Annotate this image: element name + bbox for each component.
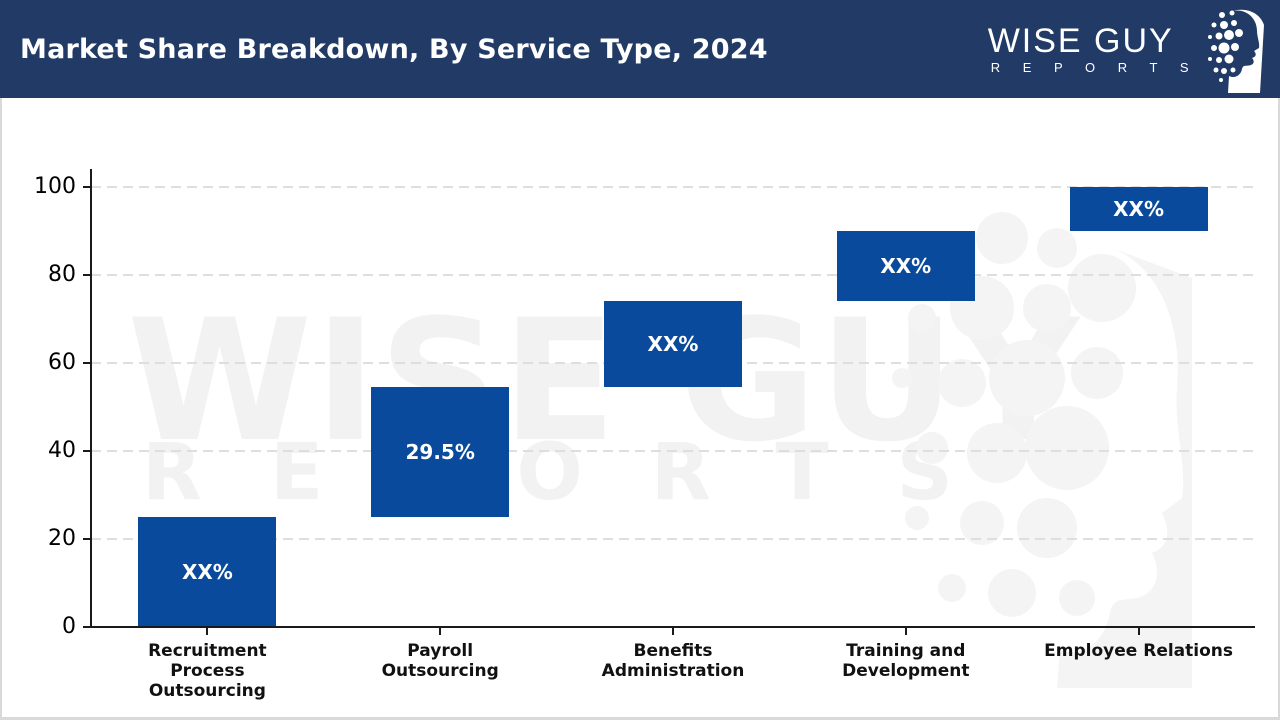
x-tick-3 — [672, 627, 674, 635]
y-tick-label-60: 60 — [48, 350, 76, 375]
y-tick-label-100: 100 — [34, 174, 76, 199]
x-category-label: Payroll Outsourcing — [381, 641, 499, 681]
y-tick-label-0: 0 — [62, 614, 76, 639]
bar-value-label: XX% — [880, 254, 932, 279]
y-tick-label-80: 80 — [48, 262, 76, 287]
x-tick-5 — [1137, 627, 1140, 635]
x-category-label: Training and Development — [842, 641, 970, 681]
y-tick-0 — [83, 626, 91, 628]
y-tick-60 — [83, 362, 91, 364]
bar-1: XX% — [138, 517, 277, 627]
y-axis-line — [90, 169, 92, 628]
header-bar: Market Share Breakdown, By Service Type,… — [0, 0, 1280, 98]
bar-5: XX% — [1069, 187, 1208, 231]
brand-head-icon — [1208, 9, 1264, 93]
y-tick-80 — [83, 274, 91, 276]
bar-value-label: XX% — [181, 560, 233, 584]
x-tick-4 — [904, 627, 907, 635]
bar-4: XX% — [836, 231, 975, 302]
bar-value-label: 29.5% — [405, 440, 475, 465]
bar-value-label: XX% — [1113, 197, 1165, 221]
y-tick-40 — [83, 450, 91, 452]
page-title: Market Share Breakdown, By Service Type,… — [20, 33, 768, 65]
gridline-40 — [91, 450, 1255, 452]
chart-figure: WISE GUY REPORTS 0 20 40 60 80 100 XX% Recruitm… — [0, 98, 1280, 720]
bar-3: XX% — [604, 301, 742, 388]
x-category-label: Benefits Administration — [601, 641, 745, 681]
y-tick-100 — [83, 186, 91, 188]
gridline-80 — [91, 274, 1255, 276]
y-tick-label-40: 40 — [48, 438, 76, 463]
x-category-label: Employee Relations — [1044, 641, 1234, 661]
plot-area: 0 20 40 60 80 100 XX% Recruitment Process Outsour… — [2, 98, 1280, 720]
gridline-20 — [91, 538, 1255, 540]
x-tick-2 — [439, 627, 442, 635]
x-tick-1 — [206, 627, 209, 635]
brand-logo-text: WISE GUY R E P O R T S — [988, 24, 1198, 75]
brand-name: WISE GUY — [987, 21, 1174, 60]
brand-logo: WISE GUY R E P O R T S — [988, 5, 1266, 93]
y-tick-label-20: 20 — [48, 526, 76, 551]
bar-2: 29.5% — [371, 387, 510, 517]
bar-value-label: XX% — [647, 332, 699, 357]
x-category-label: Recruitment Process Outsourcing — [148, 641, 267, 701]
gridline-100 — [91, 186, 1255, 188]
y-tick-20 — [83, 538, 91, 540]
brand-subname: R E P O R T S — [990, 59, 1198, 75]
